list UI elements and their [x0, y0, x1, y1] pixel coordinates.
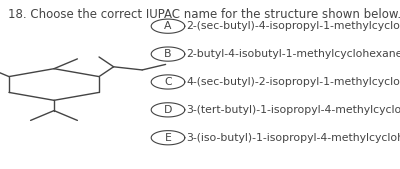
- Text: A: A: [164, 21, 172, 31]
- Text: 3-(iso-butyl)-1-isopropyl-4-methylcyclohexane: 3-(iso-butyl)-1-isopropyl-4-methylcycloh…: [186, 133, 400, 143]
- Text: 3-(tert-butyl)-1-isopropyl-4-methylcyclohexane: 3-(tert-butyl)-1-isopropyl-4-methylcyclo…: [186, 105, 400, 115]
- Text: C: C: [164, 77, 172, 87]
- Text: E: E: [164, 133, 172, 143]
- Text: 18. Choose the correct IUPAC name for the structure shown below.: 18. Choose the correct IUPAC name for th…: [8, 8, 400, 21]
- Text: 4-(sec-butyl)-2-isopropyl-1-methylcyclopentane: 4-(sec-butyl)-2-isopropyl-1-methylcyclop…: [186, 77, 400, 87]
- Text: D: D: [164, 105, 172, 115]
- Text: 2-butyl-4-isobutyl-1-methylcyclohexane: 2-butyl-4-isobutyl-1-methylcyclohexane: [186, 49, 400, 59]
- Text: 2-(sec-butyl)-4-isopropyl-1-methylcyclohexane: 2-(sec-butyl)-4-isopropyl-1-methylcycloh…: [186, 21, 400, 31]
- Text: B: B: [164, 49, 172, 59]
